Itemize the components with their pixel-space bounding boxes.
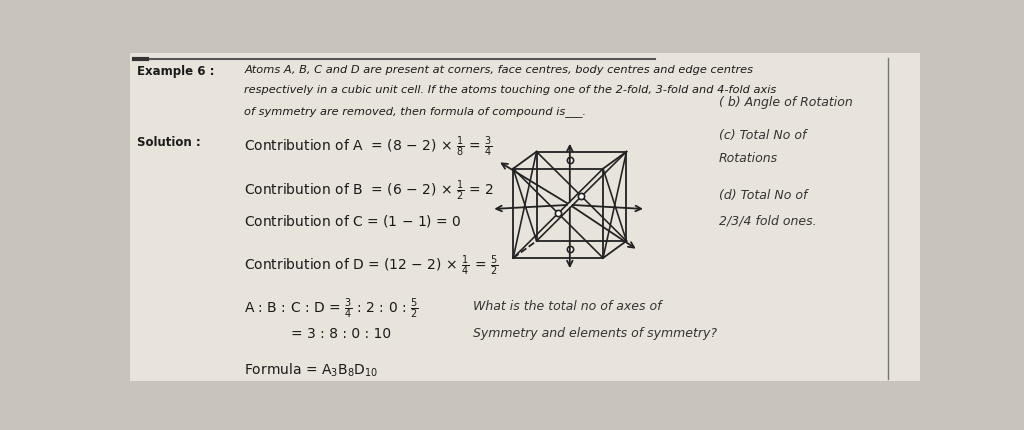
Text: Contribution of A  = (8 $-$ 2) $\times$ $\frac{1}{8}$ = $\frac{3}{4}$: Contribution of A = (8 $-$ 2) $\times$ $…	[245, 135, 493, 159]
Text: A : B : C : D = $\frac{3}{4}$ : 2 : 0 : $\frac{5}{2}$: A : B : C : D = $\frac{3}{4}$ : 2 : 0 : …	[245, 296, 419, 321]
Text: respectively in a cubic unit cell. If the atoms touching one of the 2-fold, 3-fo: respectively in a cubic unit cell. If th…	[245, 86, 776, 95]
Text: Rotations: Rotations	[719, 152, 777, 165]
Text: 2/3/4 fold ones.: 2/3/4 fold ones.	[719, 215, 816, 228]
Text: Contribution of D = (12 $-$ 2) $\times$ $\frac{1}{4}$ = $\frac{5}{2}$: Contribution of D = (12 $-$ 2) $\times$ …	[245, 253, 499, 278]
Text: Solution :: Solution :	[137, 136, 201, 149]
Text: What is the total no of axes of: What is the total no of axes of	[473, 300, 662, 313]
Text: = 3 : 8 : 0 : 10: = 3 : 8 : 0 : 10	[291, 327, 391, 341]
Text: Formula = A$_3$B$_8$D$_{10}$: Formula = A$_3$B$_8$D$_{10}$	[245, 361, 379, 378]
Text: Contribution of B  = (6 $-$ 2) $\times$ $\frac{1}{2}$ = 2: Contribution of B = (6 $-$ 2) $\times$ $…	[245, 178, 495, 203]
Text: Contribution of C = (1 $-$ 1) = 0: Contribution of C = (1 $-$ 1) = 0	[245, 213, 462, 229]
Text: Example 6 :: Example 6 :	[137, 64, 215, 78]
Text: (c) Total No of: (c) Total No of	[719, 129, 806, 141]
Text: (d) Total No of: (d) Total No of	[719, 189, 807, 202]
Text: Atoms A, B, C and D are present at corners, face centres, body centres and edge : Atoms A, B, C and D are present at corne…	[245, 64, 754, 75]
Text: ( b) Angle of Rotation: ( b) Angle of Rotation	[719, 96, 852, 109]
Text: Symmetry and elements of symmetry?: Symmetry and elements of symmetry?	[473, 327, 717, 340]
Text: of symmetry are removed, then formula of compound is___.: of symmetry are removed, then formula of…	[245, 106, 587, 117]
